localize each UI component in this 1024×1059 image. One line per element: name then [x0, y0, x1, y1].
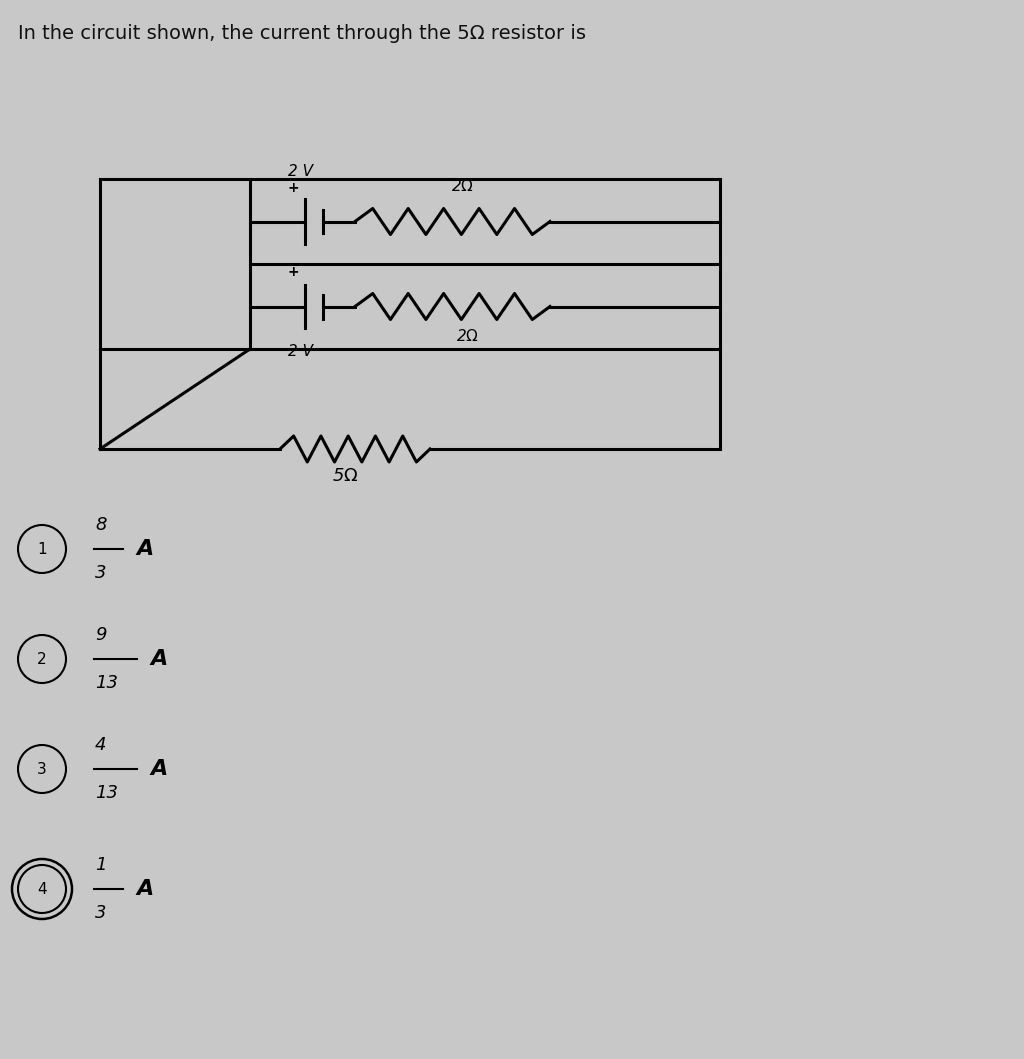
Text: A: A [136, 879, 154, 899]
Text: 2$\Omega$: 2$\Omega$ [452, 178, 474, 194]
Text: 13: 13 [95, 674, 118, 692]
Text: 3: 3 [37, 761, 47, 776]
Text: +: + [287, 180, 299, 195]
Text: A: A [136, 539, 154, 559]
Text: 3: 3 [95, 904, 106, 922]
Text: 1: 1 [37, 541, 47, 556]
Text: 8: 8 [95, 516, 106, 534]
Text: 4: 4 [37, 881, 47, 897]
Text: A: A [150, 649, 167, 669]
Text: 5$\Omega$: 5$\Omega$ [332, 467, 358, 485]
Text: 2 V: 2 V [288, 164, 312, 179]
Text: 3: 3 [95, 564, 106, 582]
Text: 2$\Omega$: 2$\Omega$ [456, 328, 479, 344]
Text: 1: 1 [95, 856, 106, 874]
Text: 2: 2 [37, 651, 47, 666]
Text: 9: 9 [95, 626, 106, 644]
Text: 13: 13 [95, 784, 118, 802]
Text: 2 V: 2 V [288, 344, 312, 359]
Text: 4: 4 [95, 736, 106, 754]
Text: In the circuit shown, the current through the 5Ω resistor is: In the circuit shown, the current throug… [18, 24, 586, 43]
Text: A: A [150, 759, 167, 779]
Text: +: + [287, 266, 299, 280]
